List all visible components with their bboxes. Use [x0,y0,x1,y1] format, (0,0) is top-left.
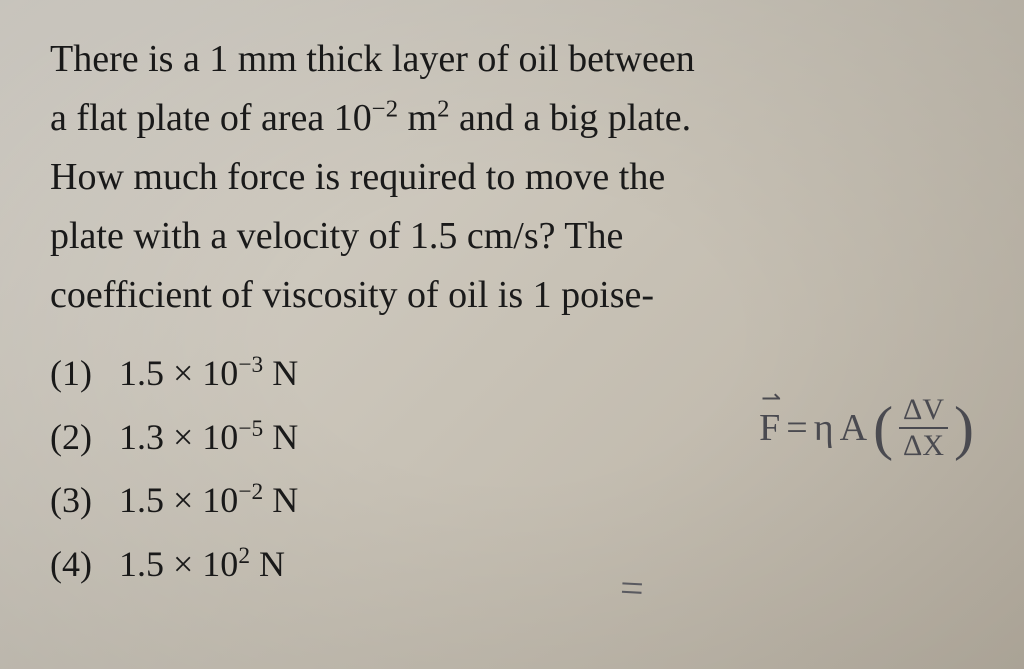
option-2-val: 1.3 × 10 [119,417,238,457]
frac-numerator: ΔV [899,395,948,429]
option-4-unit: N [250,544,285,584]
q-line4: plate with a velocity of 1.5 cm/s? The [50,215,623,257]
question-text: There is a 1 mm thick layer of oil betwe… [50,30,974,324]
option-3: (3) 1.5 × 10−2 N [50,471,298,530]
handwritten-formula: F = η A ( ΔV ΔX ) [759,395,974,461]
q-line2-p2: m [398,97,437,139]
option-1: (1) 1.5 × 10−3 N [50,344,298,403]
option-2-exp: −5 [238,416,263,442]
formula-eta: η [814,406,834,450]
q-line5: coefficient of viscosity of oil is 1 poi… [50,274,654,316]
paren-close-icon: ) [954,404,974,452]
option-1-val: 1.5 × 10 [119,353,238,393]
option-3-num: (3) [50,471,110,530]
option-1-exp: −3 [238,352,263,378]
option-4-val: 1.5 × 10 [119,544,238,584]
q-line2-p1: a flat plate of area 10 [50,97,372,139]
option-3-exp: −2 [238,479,263,505]
formula-fraction: ΔV ΔX [899,395,948,461]
option-2: (2) 1.3 × 10−5 N [50,408,298,467]
q-line3: How much force is required to move the [50,156,665,198]
option-2-unit: N [263,417,298,457]
formula-F: F [759,406,780,450]
option-1-unit: N [263,353,298,393]
handwritten-equals: = [619,564,645,613]
formula-eq: = [786,406,807,450]
option-1-num: (1) [50,344,110,403]
frac-denominator: ΔX [903,429,944,461]
options-list: (1) 1.5 × 10−3 N (2) 1.3 × 10−5 N (3) 1.… [50,344,298,598]
formula-A: A [840,406,867,450]
option-4: (4) 1.5 × 102 N [50,535,298,594]
paren-open-icon: ( [873,404,893,452]
option-3-val: 1.5 × 10 [119,480,238,520]
q-line2-exp1: −2 [372,95,398,122]
option-4-exp: 2 [238,543,250,569]
option-3-unit: N [263,480,298,520]
q-line2-exp2: 2 [437,95,449,122]
q-line1: There is a 1 mm thick layer of oil betwe… [50,38,695,80]
option-2-num: (2) [50,408,110,467]
option-4-num: (4) [50,535,110,594]
q-line2-p3: and a big plate. [449,97,691,139]
